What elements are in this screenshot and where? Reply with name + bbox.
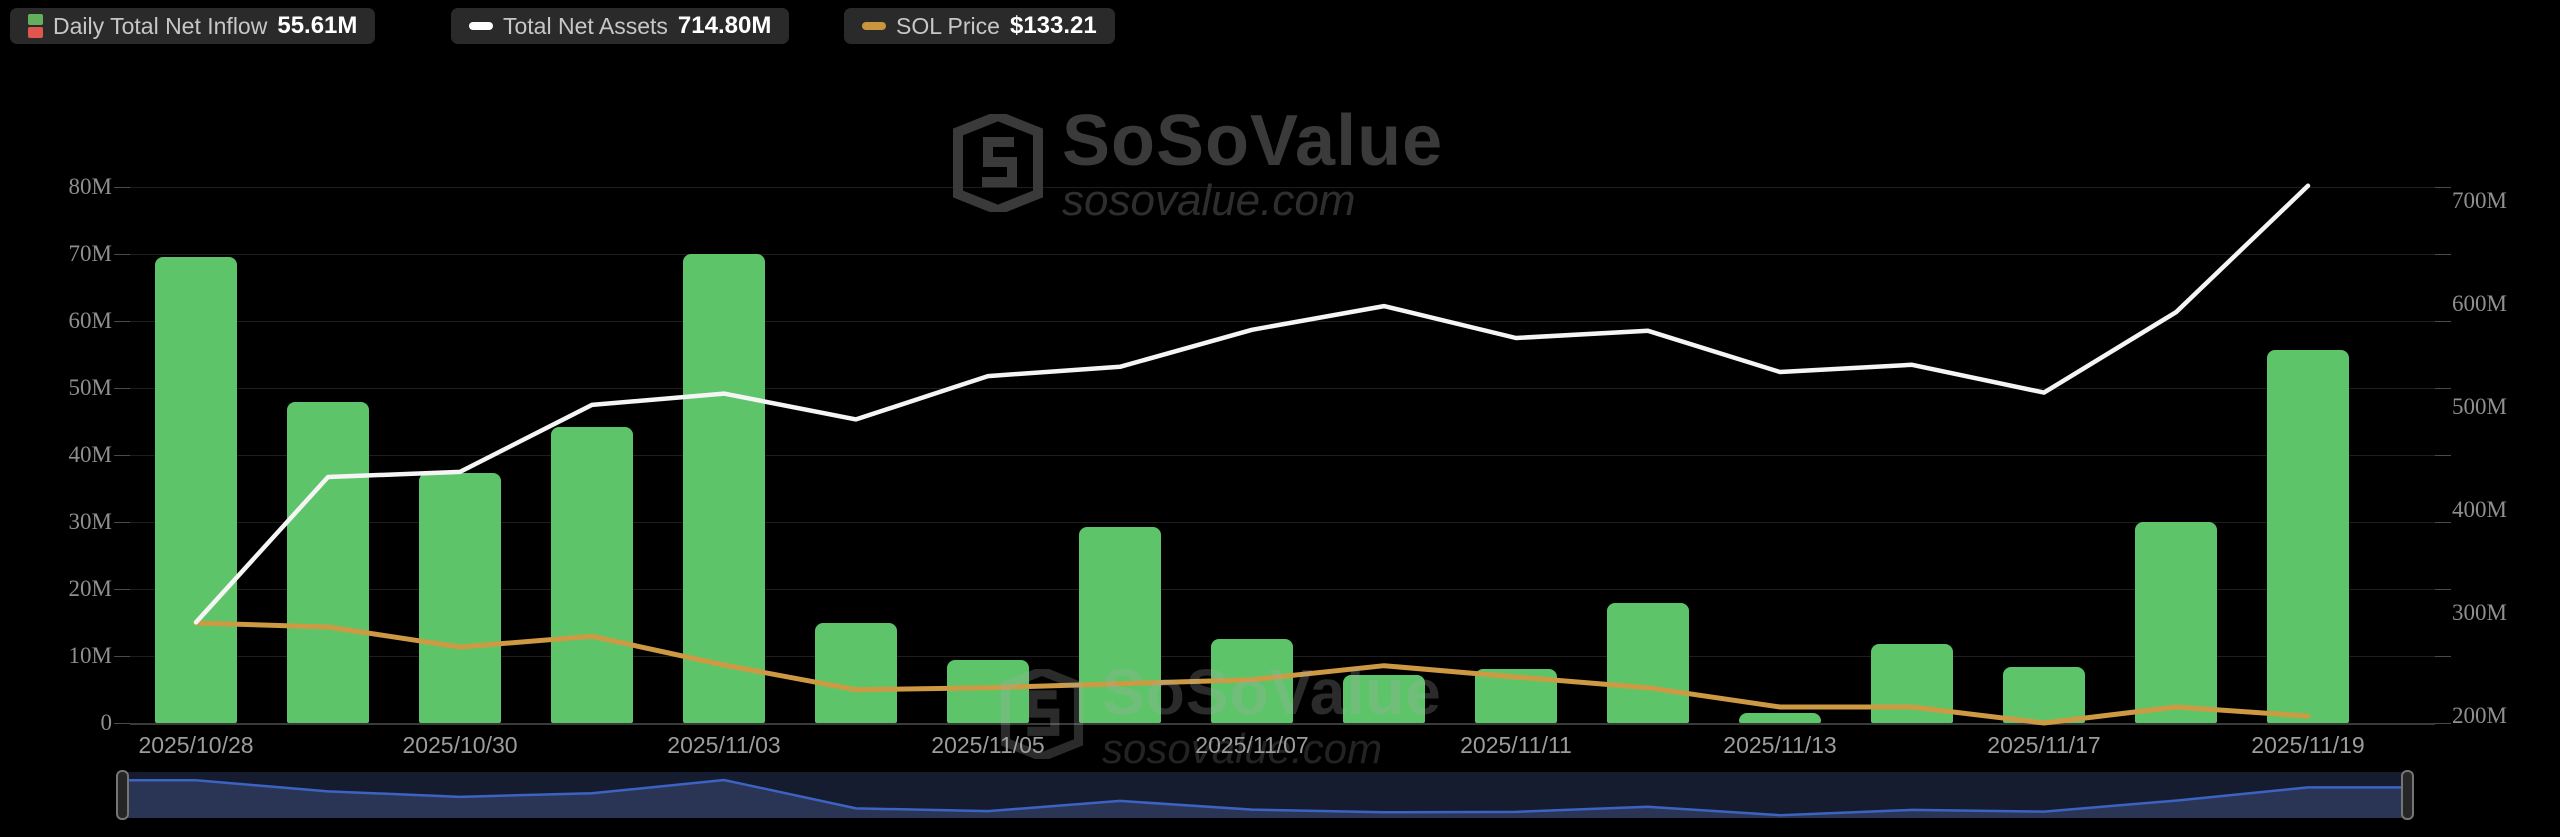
inflow-outflow-icon: [28, 14, 43, 38]
right-axis-label: 700M: [2452, 188, 2507, 213]
right-axis-tick: [2435, 321, 2451, 322]
left-axis-tick: [114, 589, 130, 590]
legend-chip-total-net-assets[interactable]: Total Net Assets 714.80M: [451, 8, 790, 44]
x-axis-date-label: 2025/11/07: [1195, 732, 1309, 758]
right-axis-tick: [2435, 388, 2451, 389]
right-axis-tick: [2435, 187, 2451, 188]
left-axis-label: 70M: [68, 241, 112, 266]
x-axis-date-label: 2025/11/17: [1987, 732, 2101, 758]
total-net-assets-line: [193, 183, 2311, 625]
left-axis-label: 60M: [68, 308, 112, 333]
left-axis-tick: [114, 254, 130, 255]
inflow-bar[interactable]: [287, 402, 369, 723]
gridline: [130, 187, 2435, 188]
watermark-site: sosovalue.com: [1062, 176, 1356, 225]
legend-chip-sol-price[interactable]: SOL Price $133.21: [844, 8, 1115, 44]
right-axis-tick: [2435, 455, 2451, 456]
inflow-bar[interactable]: [1475, 668, 1557, 723]
watermark-top: SoSoValue sosovalue.com: [952, 100, 1443, 226]
gridline: [130, 388, 2435, 389]
inflow-bar[interactable]: [683, 254, 765, 723]
navigator-area-fill: [122, 780, 2408, 818]
left-axis-label: 80M: [68, 174, 112, 199]
legend-value: $133.21: [1009, 12, 1097, 39]
inflow-bar[interactable]: [419, 473, 501, 723]
right-axis-tick: [2435, 254, 2451, 255]
left-axis-label: 0: [100, 710, 113, 735]
x-axis-date-label: 2025/11/03: [667, 732, 781, 758]
right-axis-tick: [2435, 723, 2451, 724]
x-axis-date-label: 2025/11/11: [1460, 732, 1572, 758]
datazoom-navigator[interactable]: [122, 772, 2408, 818]
x-axis-line: [130, 723, 2435, 725]
legend-chip-daily-net-inflow[interactable]: Daily Total Net Inflow 55.61M: [10, 8, 376, 44]
inflow-bar[interactable]: [2135, 522, 2217, 723]
inflow-bar[interactable]: [815, 623, 897, 723]
navigator-line: [122, 778, 2408, 817]
left-axis-tick: [114, 321, 130, 322]
right-axis-label: 300M: [2452, 600, 2507, 625]
navigator-area-chart: [122, 778, 2408, 818]
right-axis-label: 600M: [2452, 291, 2507, 316]
sosovalue-logo-icon: [953, 114, 1043, 212]
legend-label: Daily Total Net Inflow: [53, 12, 268, 39]
inflow-bar[interactable]: [1607, 603, 1689, 723]
left-axis-label: 50M: [68, 375, 112, 400]
chart-legend: Daily Total Net Inflow 55.61M Total Net …: [0, 8, 2560, 44]
legend-value: 55.61M: [277, 12, 358, 39]
left-axis-label: 40M: [68, 442, 112, 467]
x-axis-date-label: 2025/11/05: [931, 732, 1045, 758]
watermark-name: SoSoValue: [1062, 101, 1444, 181]
right-axis-tick: [2435, 589, 2451, 590]
x-axis-date-label: 2025/11/13: [1723, 732, 1837, 758]
inflow-bar[interactable]: [551, 426, 633, 723]
legend-value: 714.80M: [677, 12, 772, 39]
left-axis-tick: [114, 723, 130, 724]
inflow-bar[interactable]: [2003, 666, 2085, 723]
datazoom-right-handle[interactable]: [2401, 770, 2414, 820]
right-axis-label: 500M: [2452, 394, 2507, 419]
gridline: [130, 254, 2435, 255]
gridline: [130, 321, 2435, 322]
left-axis-tick: [114, 656, 130, 657]
left-axis-tick: [114, 455, 130, 456]
x-axis-date-label: 2025/10/28: [138, 732, 254, 758]
right-axis-tick: [2435, 656, 2451, 657]
inflow-bar[interactable]: [1871, 643, 1953, 723]
white-dash-icon: [469, 22, 493, 30]
right-axis-label: 200M: [2452, 703, 2507, 728]
legend-label: Total Net Assets: [503, 12, 668, 39]
right-axis-label: 400M: [2452, 497, 2507, 522]
x-axis-date-label: 2025/11/19: [2251, 732, 2365, 758]
datazoom-left-handle[interactable]: [116, 770, 129, 820]
left-axis-tick: [114, 522, 130, 523]
inflow-bar[interactable]: [1079, 526, 1161, 723]
inflow-bar[interactable]: [155, 257, 237, 723]
inflow-bar[interactable]: [1211, 639, 1293, 723]
left-axis-tick: [114, 388, 130, 389]
inflow-bar[interactable]: [2267, 350, 2349, 723]
x-axis-date-label: 2025/10/30: [402, 732, 518, 758]
left-axis-label: 30M: [68, 509, 112, 534]
inflow-bar[interactable]: [947, 660, 1029, 723]
legend-label: SOL Price: [896, 12, 1000, 39]
left-axis-tick: [114, 187, 130, 188]
gridline: [130, 455, 2435, 456]
inflow-bar[interactable]: [1343, 674, 1425, 723]
left-axis-label: 10M: [68, 643, 112, 668]
right-axis-tick: [2435, 522, 2451, 523]
left-axis-label: 20M: [68, 576, 112, 601]
inflow-bar[interactable]: [1739, 712, 1821, 723]
orange-dash-icon: [862, 22, 886, 30]
